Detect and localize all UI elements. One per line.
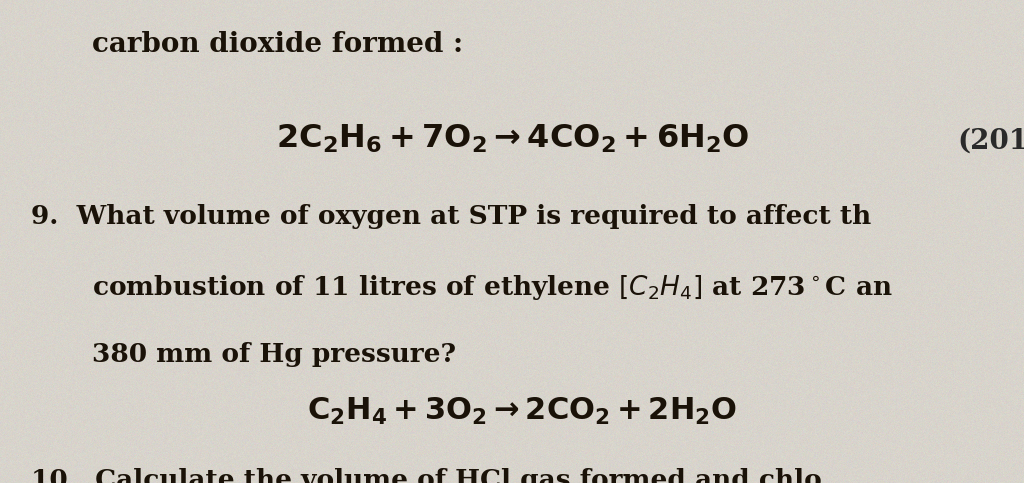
Text: combustion of 11 litres of ethylene $[C_2H_4]$ at 273$^\circ$C an: combustion of 11 litres of ethylene $[C_…	[92, 273, 893, 302]
Text: 380 mm of Hg pressure?: 380 mm of Hg pressure?	[92, 342, 456, 367]
Text: carbon dioxide formed :: carbon dioxide formed :	[92, 31, 463, 58]
Text: 10.  Calculate the volume of HCl gas formed and chlo: 10. Calculate the volume of HCl gas form…	[31, 468, 821, 483]
Text: $\mathbf{C_2H_4 + 3O_2 \rightarrow 2CO_2 + 2H_2O}$: $\mathbf{C_2H_4 + 3O_2 \rightarrow 2CO_2…	[307, 397, 737, 427]
Text: (2018: (2018	[957, 128, 1024, 155]
Text: 9.  What volume of oxygen at STP is required to affect th: 9. What volume of oxygen at STP is requi…	[31, 204, 871, 229]
Text: $\mathbf{2C_2H_6 + 7O_2 \rightarrow 4CO_2 + 6H_2O}$: $\mathbf{2C_2H_6 + 7O_2 \rightarrow 4CO_…	[276, 122, 750, 155]
